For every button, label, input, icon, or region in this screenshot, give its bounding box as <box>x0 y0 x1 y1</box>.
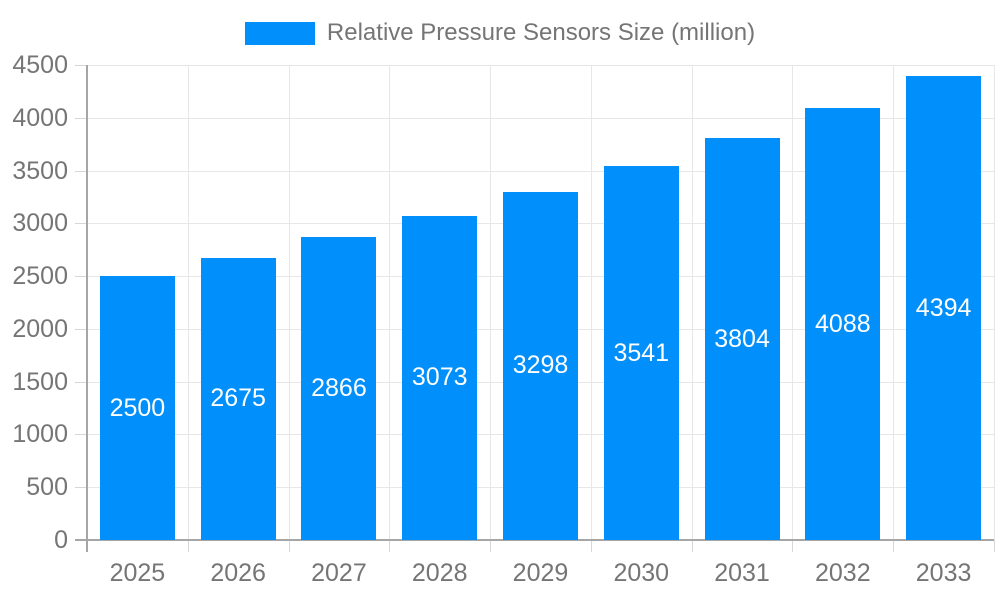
y-axis-tick-label: 4500 <box>12 51 68 79</box>
bar-value-label: 3541 <box>613 338 670 367</box>
x-axis-category-label: 2032 <box>815 559 871 587</box>
y-axis-tick-label: 4000 <box>12 103 68 132</box>
x-axis-category-label: 2031 <box>714 559 770 587</box>
bar-2025[interactable]: 2500 <box>99 276 175 540</box>
bar-value-label: 4394 <box>915 293 972 322</box>
bar-2026[interactable]: 2675 <box>200 257 276 540</box>
v-gridline <box>490 65 492 540</box>
v-gridline <box>691 65 693 540</box>
h-gridline <box>87 117 994 119</box>
bar-value-label: 2500 <box>109 393 166 422</box>
y-axis-tick-label: 3000 <box>12 209 68 238</box>
x-axis-category-label: 2025 <box>109 559 166 587</box>
x-axis-tick-icon <box>994 540 995 552</box>
bar-2032[interactable]: 4088 <box>805 108 881 540</box>
x-axis-category-label: 2029 <box>512 559 569 587</box>
v-gridline <box>590 65 592 540</box>
v-gridline <box>187 65 189 540</box>
legend-swatch-icon <box>244 21 315 45</box>
bar-2033[interactable]: 4394 <box>906 76 982 540</box>
y-axis-tick-icon <box>75 381 87 383</box>
y-axis-tick-icon <box>75 328 87 330</box>
y-axis-tick-icon <box>75 65 87 66</box>
h-gridline <box>87 170 994 172</box>
y-axis-tick-label: 2000 <box>12 314 68 343</box>
legend-label: Relative Pressure Sensors Size (million) <box>326 19 756 46</box>
bar-value-label: 3804 <box>714 324 770 353</box>
v-gridline <box>994 65 995 540</box>
y-axis-tick-icon <box>75 276 87 278</box>
legend[interactable]: Relative Pressure Sensors Size (million) <box>0 18 1000 48</box>
x-axis-category-label: 2033 <box>915 559 972 587</box>
x-axis-tick-icon <box>792 540 794 552</box>
x-axis-tick-icon <box>490 540 492 552</box>
y-axis-tick-icon <box>75 223 87 225</box>
y-axis-line <box>86 65 88 552</box>
bar-2027[interactable]: 2866 <box>301 237 377 540</box>
x-axis-tick-icon <box>893 540 895 552</box>
v-gridline <box>893 65 895 540</box>
x-axis-tick-icon <box>288 540 290 552</box>
y-axis-tick-icon <box>75 117 87 119</box>
bar-2029[interactable]: 3298 <box>503 191 578 540</box>
bar-2030[interactable]: 3541 <box>603 166 679 540</box>
v-gridline <box>792 65 794 540</box>
y-axis-tick-label: 1500 <box>12 367 68 396</box>
x-axis-tick-icon <box>187 540 189 552</box>
x-axis-tick-icon <box>691 540 693 552</box>
bar-value-label: 4088 <box>815 309 871 338</box>
y-axis-tick-icon <box>75 434 87 436</box>
bar-value-label: 2866 <box>311 374 367 403</box>
y-axis-tick-label: 3500 <box>12 156 68 185</box>
x-axis-category-label: 2028 <box>411 559 468 587</box>
y-axis-tick-icon <box>75 170 87 172</box>
x-axis-category-label: 2030 <box>613 559 670 587</box>
x-axis-tick-icon <box>389 540 391 552</box>
bar-value-label: 3298 <box>512 351 569 380</box>
y-axis-tick-label: 1000 <box>12 420 68 449</box>
v-gridline <box>389 65 391 540</box>
bar-value-label: 3073 <box>411 363 468 392</box>
x-axis-tick-icon <box>590 540 592 552</box>
y-axis-tick-label: 2500 <box>12 262 68 291</box>
y-axis-tick-icon <box>75 487 87 489</box>
bar-2028[interactable]: 3073 <box>402 215 478 540</box>
x-axis-line <box>75 539 994 541</box>
x-axis-category-label: 2026 <box>210 559 266 587</box>
bar-2031[interactable]: 3804 <box>704 138 780 540</box>
h-gridline <box>87 65 994 66</box>
y-axis-tick-label: 0 <box>54 526 68 554</box>
bar-value-label: 2675 <box>210 384 266 413</box>
x-axis-category-label: 2027 <box>311 559 367 587</box>
v-gridline <box>288 65 290 540</box>
y-axis-tick-label: 500 <box>26 473 68 502</box>
